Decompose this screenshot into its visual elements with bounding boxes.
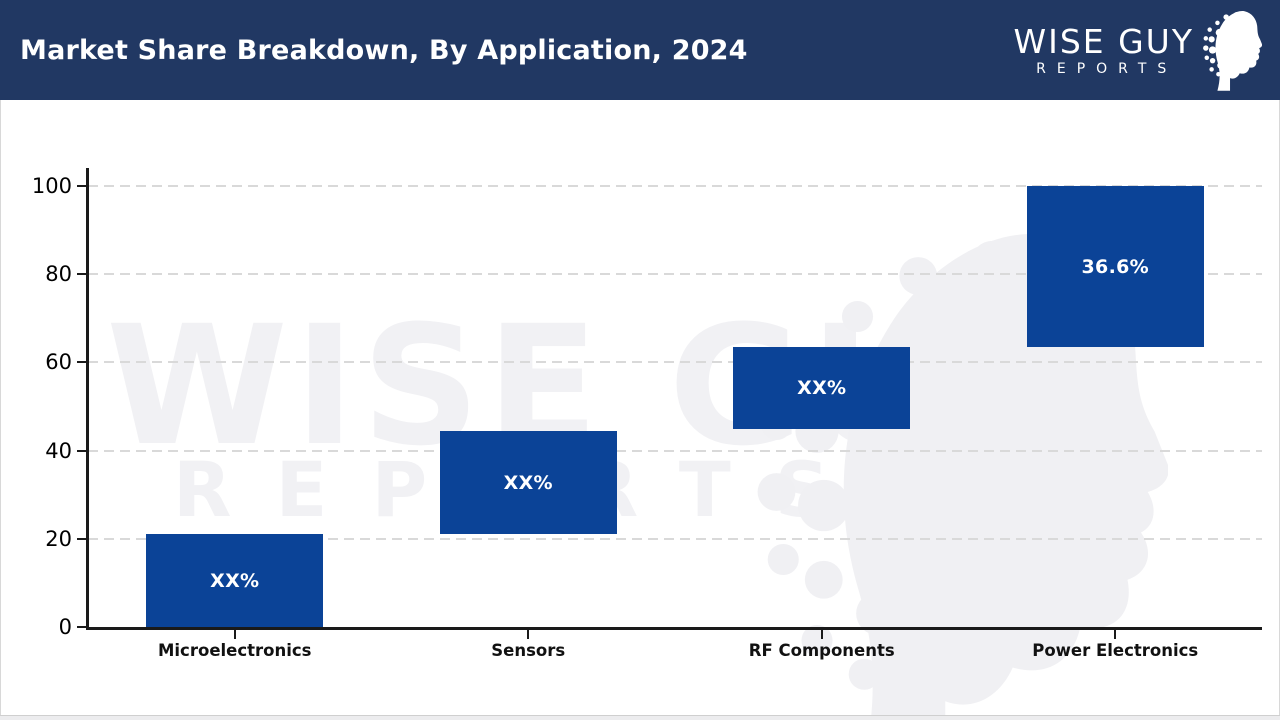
y-tick-label: 100 [31,174,72,198]
brand-subtitle: REPORTS [1036,60,1178,77]
bar-sensors[interactable]: XX% [439,430,617,535]
y-axis-tick [77,537,86,540]
x-category-label: Power Electronics [1032,641,1199,660]
brand-logo: WISE GUY REPORTS [1013,9,1280,91]
bar-value-label: XX% [210,569,260,592]
bar-value-label: 36.6% [1081,255,1149,278]
x-category-label: Sensors [491,641,566,660]
bar-rf-components[interactable]: XX% [733,346,911,429]
header-bar: Market Share Breakdown, By Application, … [0,0,1280,100]
y-tick-label: 60 [45,350,72,375]
bar-power-electronics[interactable]: 36.6% [1026,186,1204,348]
x-category-label: Microelectronics [157,641,312,660]
y-tick-label: 80 [45,262,72,287]
wiseguy-head-icon [1200,9,1262,91]
y-axis-tick [77,273,86,276]
bar-microelectronics[interactable]: XX% [146,534,324,627]
y-axis-tick [77,449,86,452]
y-tick-label: 40 [45,438,72,463]
x-axis-line [86,627,1262,630]
y-axis-tick [77,185,86,187]
gridline [88,185,1262,187]
brand-name: WISE GUY [1013,21,1194,61]
bar-value-label: XX% [797,376,847,399]
x-axis-tick [1114,630,1117,639]
x-category-label: RF Components [748,641,895,660]
y-axis-tick [77,626,86,628]
y-tick-label: 20 [45,526,72,551]
gridline [88,449,1262,452]
x-axis-tick [820,630,823,639]
page-title: Market Share Breakdown, By Application, … [20,34,748,66]
y-axis-tick [77,361,86,364]
gridline [88,273,1262,276]
brand-logo-text: WISE GUY REPORTS [1013,25,1194,76]
x-axis-tick [233,630,236,639]
bar-value-label: XX% [503,471,553,494]
gridline [88,361,1262,364]
x-axis-tick [527,630,530,639]
y-axis-line [86,168,89,630]
gridline [88,537,1262,540]
y-tick-label: 0 [58,615,72,639]
bottom-border [0,715,1280,720]
